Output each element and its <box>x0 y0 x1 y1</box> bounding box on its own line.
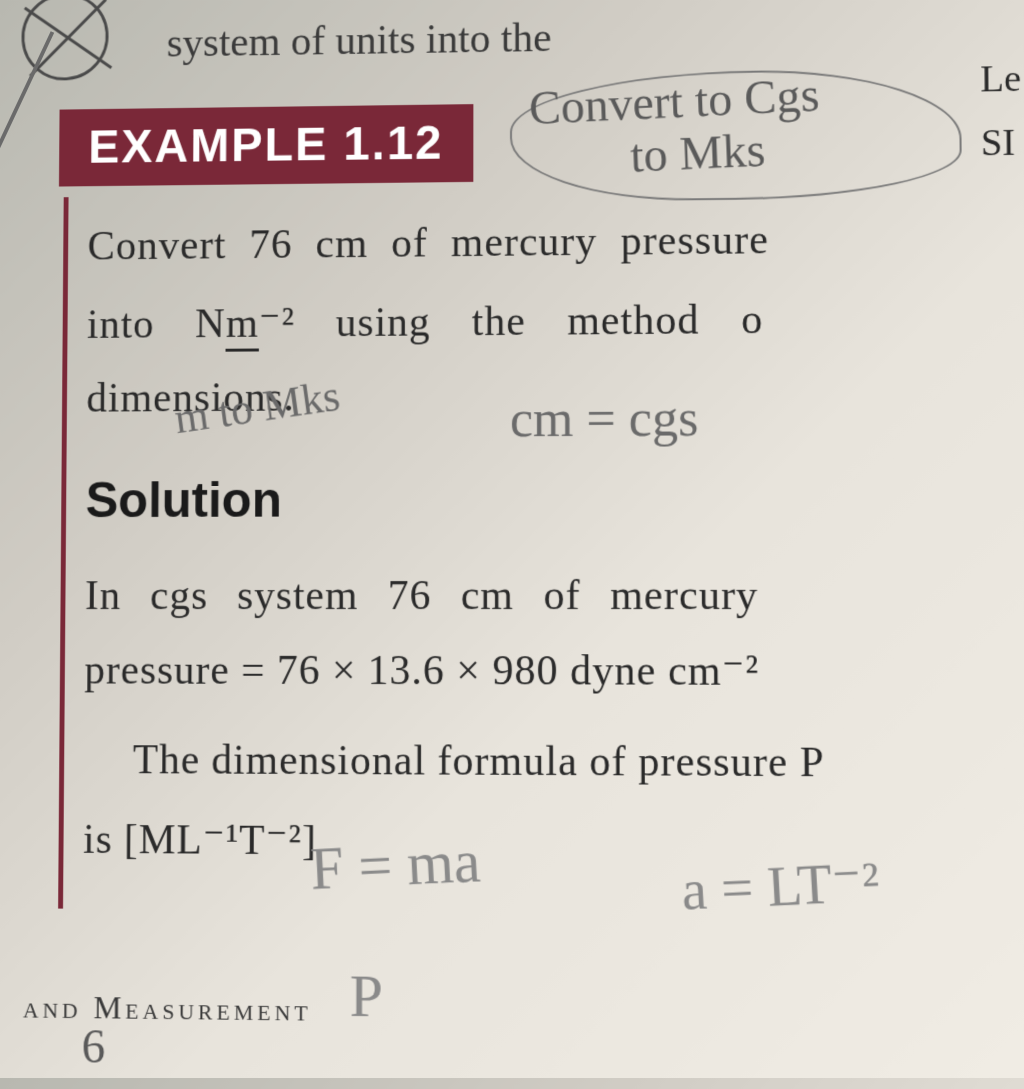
solution-line2: pressure = 76 × 13.6 × 980 dyne cm⁻² <box>84 640 759 704</box>
right-edge-fragment: Le SI <box>980 57 1022 165</box>
handwritten-cm-cgs: cm = cgs <box>510 389 699 449</box>
right-edge-si: SI <box>981 121 1022 165</box>
solution-header: Solution <box>85 471 281 529</box>
right-edge-le: Le <box>980 57 1021 101</box>
problem-line2-c: ⁻² using the method o <box>259 297 764 346</box>
example-vertical-rule <box>58 197 68 908</box>
solution-line1: In cgs system 76 cm of mercury <box>85 565 759 628</box>
handwritten-six: 6 <box>81 1019 105 1075</box>
problem-line2-underline: m <box>226 301 259 351</box>
handwritten-convert-cgs: Convert to Cgs to Mks <box>528 70 822 188</box>
handwritten-p: P <box>350 961 384 1031</box>
solution-line4: is [ML⁻¹T⁻²] <box>83 809 317 874</box>
problem-line2: into Nm⁻² using the method o <box>87 289 764 356</box>
footer-text: and Measurement <box>23 988 312 1028</box>
top-fragment-text: system of units into the <box>167 15 552 68</box>
handwritten-f-ma: F = ma <box>309 827 482 904</box>
problem-line2-a: into N <box>87 301 226 347</box>
solution-line3: The dimensional formula of pressure P <box>133 729 825 795</box>
handwritten-a-lt: a = LT⁻² <box>680 849 881 924</box>
problem-line1: Convert 76 cm of mercury pressure <box>87 209 769 278</box>
handwritten-line2: to Mks <box>629 122 822 183</box>
example-header: EXAMPLE 1.12 <box>59 104 473 186</box>
textbook-page: system of units into the EXAMPLE 1.12 Co… <box>3 0 1024 1089</box>
